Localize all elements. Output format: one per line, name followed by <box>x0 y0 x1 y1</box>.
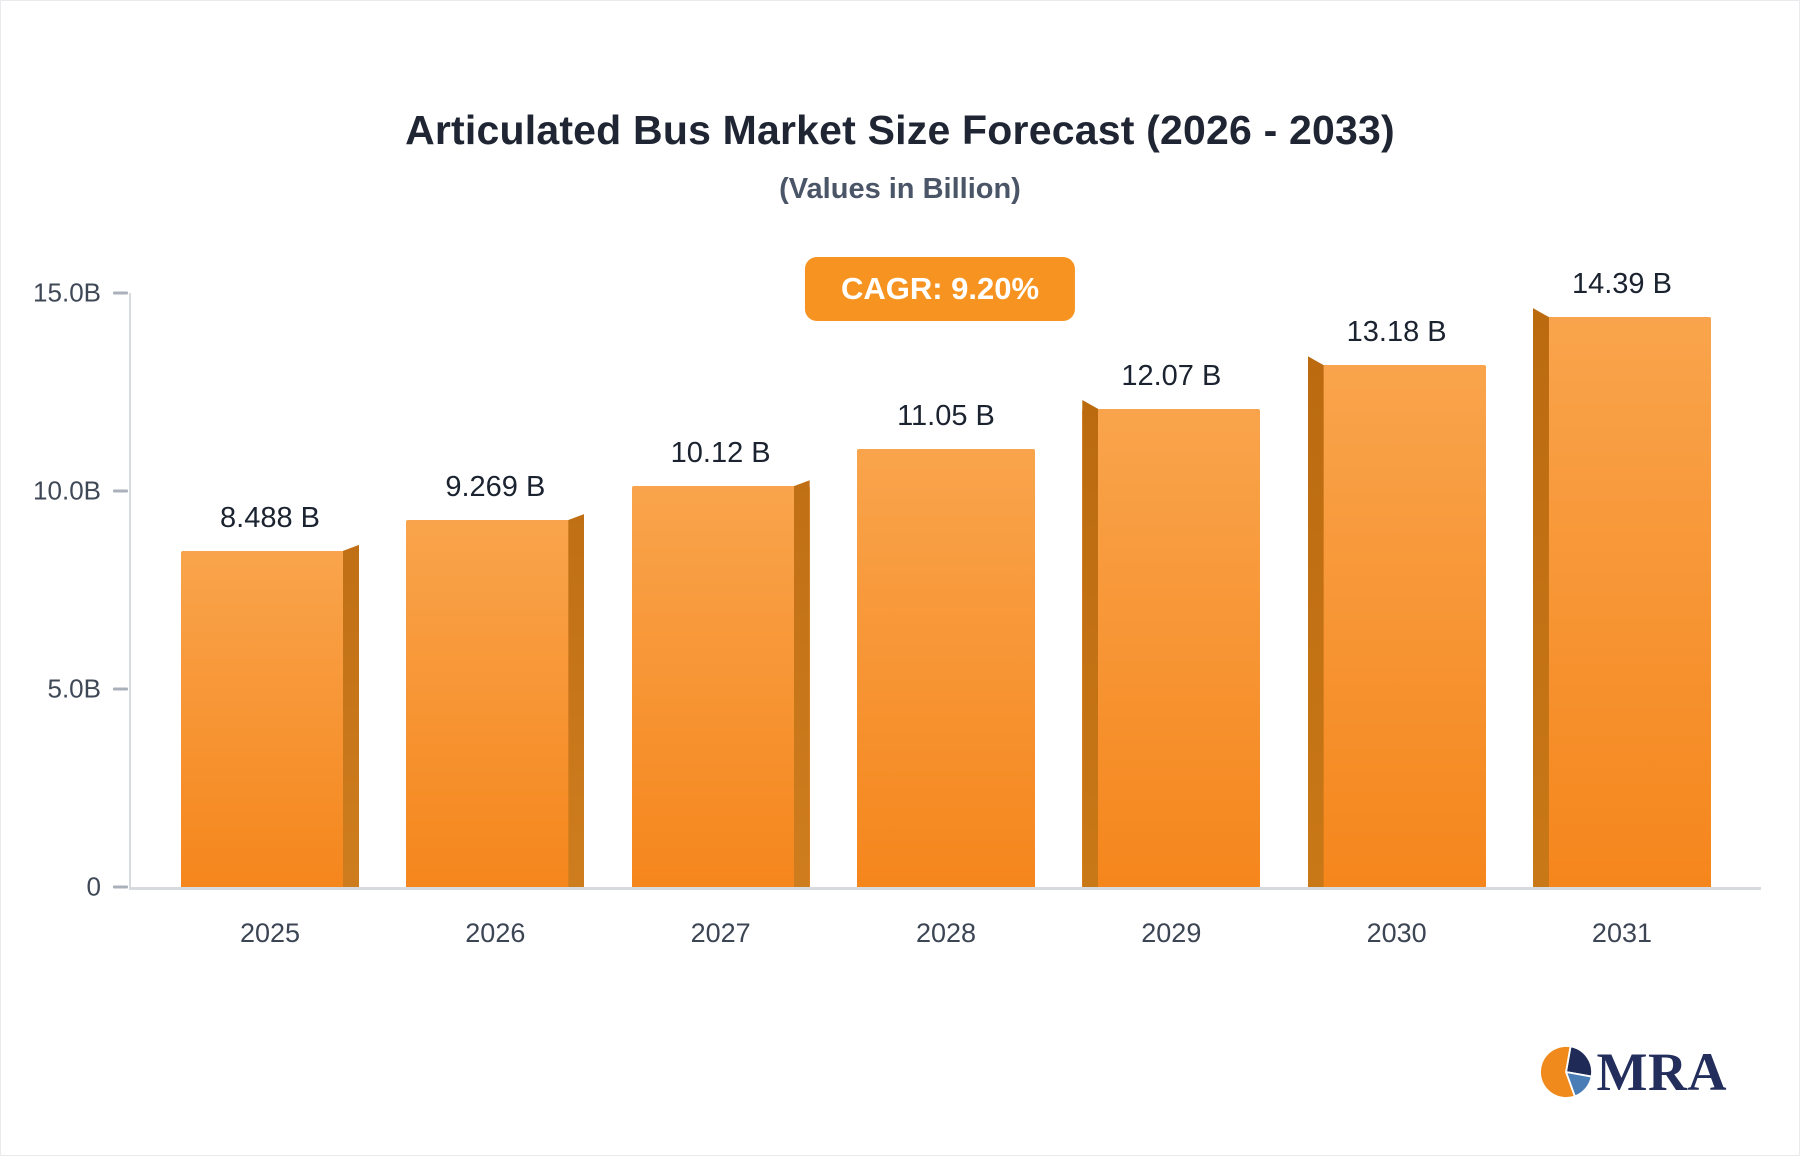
y-tick-label: 0 <box>86 871 101 902</box>
y-tick: 5.0B <box>47 673 128 705</box>
bar: 9.269 B <box>406 471 585 887</box>
bar-column: 14.39 B 2031 <box>1532 268 1711 948</box>
x-axis-label: 2028 <box>915 918 977 948</box>
y-tick: 15.0B <box>33 278 128 309</box>
bar-value-label: 13.18 B <box>1346 316 1447 349</box>
bar-column: 8.488 B 2025 <box>181 502 359 948</box>
bar-value-label: 9.269 B <box>445 470 546 503</box>
x-axis-label: 2025 <box>239 918 301 948</box>
bar: 8.488 B <box>181 502 359 887</box>
bars: 8.488 B 2025 9.269 B 2026 10.12 B 2027 11.05 B… <box>131 268 1761 948</box>
cagr-badge: CAGR: 9.20% <box>804 257 1076 321</box>
bar-column: 12.07 B 2029 <box>1082 360 1261 948</box>
bar-side-shade <box>793 480 810 887</box>
y-tick: 0 <box>87 872 128 903</box>
bar-side-shade <box>568 513 585 887</box>
bar-column: 9.269 B 2026 <box>406 471 585 948</box>
bar-side-shade <box>343 544 359 887</box>
y-tick-label: 10.0B <box>33 475 101 506</box>
y-tick-label: 5.0B <box>47 673 102 704</box>
bar-value-label: 12.07 B <box>1121 360 1222 393</box>
bar-side-shade <box>1532 308 1549 887</box>
bar-column: 13.18 B 2030 <box>1307 316 1486 948</box>
y-tick-mark <box>113 885 128 889</box>
y-tick: 10.0B <box>33 476 128 507</box>
bar-side-shade <box>1082 400 1099 887</box>
x-axis-label: 2029 <box>1141 918 1202 948</box>
y-tick-mark <box>113 291 128 295</box>
bar-side-shade <box>1307 356 1324 887</box>
bar: 14.39 B <box>1532 268 1711 887</box>
y-tick-label: 15.0B <box>33 277 101 308</box>
plot-area: 15.0B 10.0B 5.0B 0 8.488 B 2025 9.269 B 2026 10… <box>33 268 1761 948</box>
chart-subtitle: (Values in Billion) <box>779 173 1021 205</box>
x-axis-label: 2030 <box>1366 918 1427 948</box>
x-axis-label: 2026 <box>465 918 526 948</box>
x-axis-label: 2031 <box>1591 918 1652 948</box>
bar: 10.12 B <box>631 437 810 887</box>
x-axis-label: 2027 <box>690 918 751 948</box>
bar-column: 11.05 B 2028 <box>856 400 1035 948</box>
bar-column: 10.12 B 2027 <box>631 437 810 948</box>
y-tick-mark <box>113 489 128 493</box>
brand-logo-text: MRA <box>1596 1042 1727 1102</box>
brand-logo: MRA <box>1539 1042 1727 1102</box>
bar-value-label: 10.12 B <box>670 437 771 470</box>
bar: 13.18 B <box>1307 316 1486 887</box>
chart-title: Articulated Bus Market Size Forecast (20… <box>405 107 1395 153</box>
bar: 11.05 B <box>856 400 1035 887</box>
y-tick-mark <box>113 687 128 691</box>
bar: 12.07 B <box>1082 360 1261 887</box>
pie-icon <box>1539 1046 1592 1098</box>
bar-value-label: 11.05 B <box>897 400 995 433</box>
bar-value-label: 8.488 B <box>220 501 320 534</box>
bar-value-label: 14.39 B <box>1571 268 1672 301</box>
